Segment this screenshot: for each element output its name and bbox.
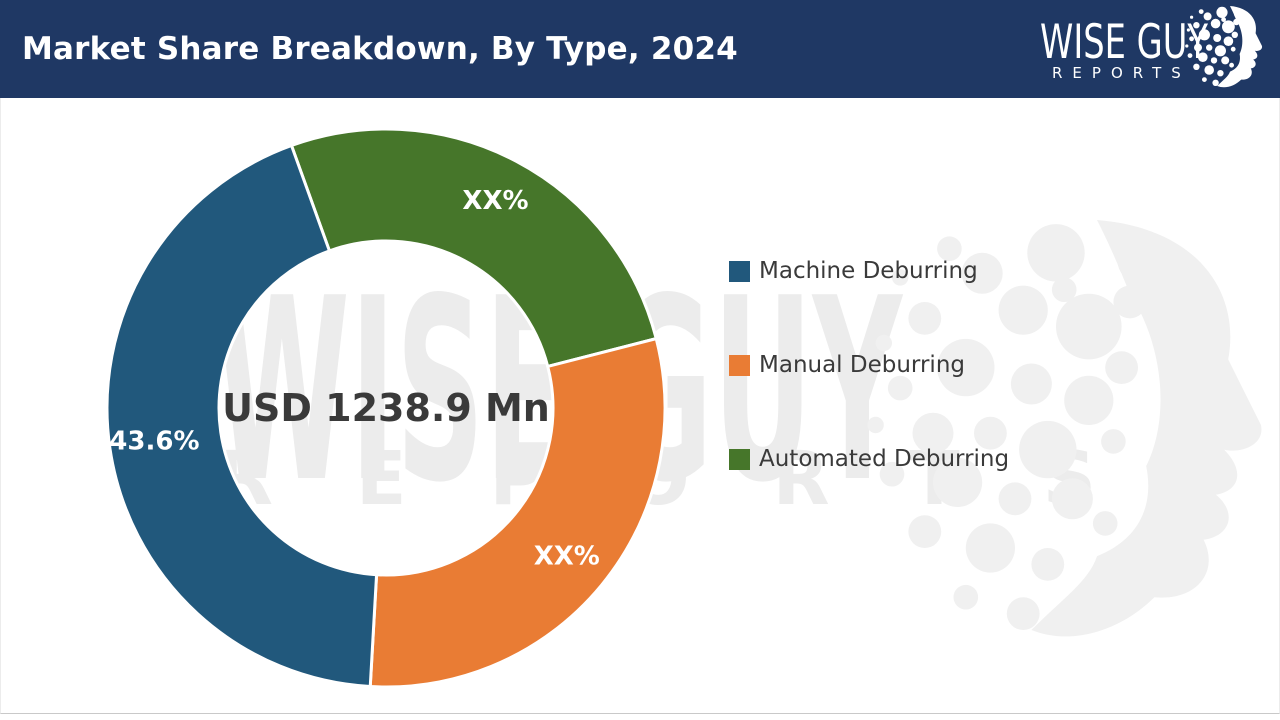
legend-label: Manual Deburring bbox=[759, 352, 966, 378]
donut-chart: XX% XX% 43.6% bbox=[105, 127, 667, 689]
page-title: Market Share Breakdown, By Type, 2024 bbox=[22, 31, 738, 67]
donut-slice-automated-deburring bbox=[289, 127, 658, 368]
legend: Machine Deburring Manual Deburring Autom… bbox=[729, 258, 1009, 472]
legend-item-manual-deburring: Manual Deburring bbox=[729, 352, 1009, 378]
donut-slice-machine-deburring bbox=[105, 143, 379, 689]
slice-label-automated-deburring: XX% bbox=[462, 186, 528, 216]
donut-slice-manual-deburring bbox=[368, 337, 667, 689]
logo-wordmark: WISE GUY bbox=[1040, 15, 1208, 70]
logo-subtext: REPORTS bbox=[1052, 64, 1191, 82]
slice-label-manual-deburring: XX% bbox=[534, 542, 600, 572]
legend-swatch-automated bbox=[729, 448, 750, 470]
legend-item-automated-deburring: Automated Deburring bbox=[729, 446, 1009, 472]
slice-label-machine-deburring: 43.6% bbox=[109, 427, 199, 457]
legend-item-machine-deburring: Machine Deburring bbox=[729, 258, 1009, 284]
legend-label: Machine Deburring bbox=[759, 258, 978, 284]
legend-label: Automated Deburring bbox=[759, 446, 1010, 472]
legend-swatch-machine bbox=[729, 260, 750, 282]
wise-guy-logo: WISE GUY REPORTS bbox=[1040, 6, 1263, 88]
legend-swatch-manual bbox=[729, 354, 750, 376]
donut-center-label: USD 1238.9 Mn bbox=[222, 386, 550, 430]
header: Market Share Breakdown, By Type, 2024 WI… bbox=[0, 0, 1280, 98]
chart-area: WISE GUY REPORTS XX%XX%43.6% USD 1238.9 … bbox=[0, 98, 1280, 714]
